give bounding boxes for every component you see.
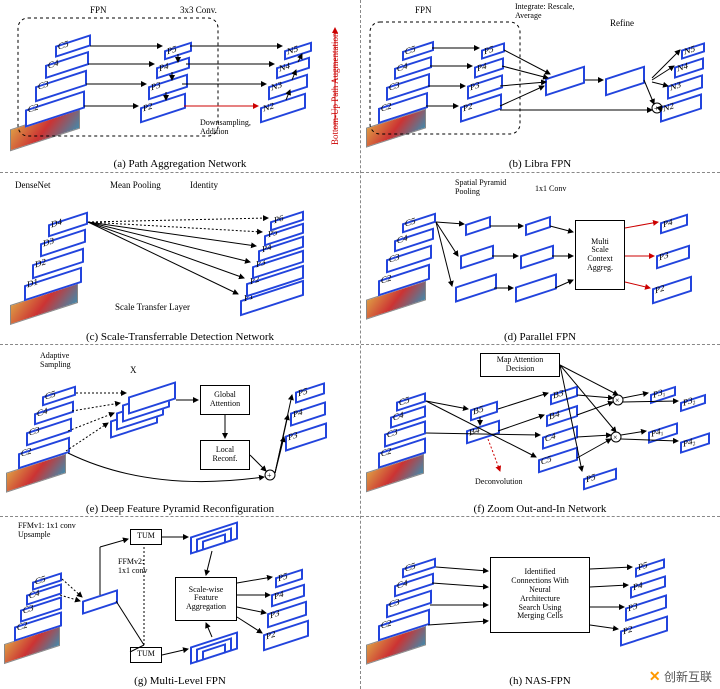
caption-c: (c) Scale-Transferrable Detection Networ… — [0, 331, 360, 343]
svg-text:×: × — [613, 433, 618, 442]
caption-a: (a) Path Aggregation Network — [0, 158, 360, 170]
figure-grid: FPN 3x3 Conv. Downsampling, Addition Bot… — [0, 0, 720, 689]
panel-b: FPN Integrate: Rescale, Average Refine C… — [360, 0, 720, 172]
svg-text:+: + — [267, 471, 272, 480]
panel-d: Spatial Pyramid Pooling 1x1 Conv C2 C3 C… — [360, 172, 720, 344]
caption-g: (g) Multi-Level FPN — [0, 675, 360, 687]
svg-text:+: + — [654, 104, 659, 113]
svg-text:×: × — [615, 396, 620, 405]
panel-c: DenseNet Mean Pooling Identity Scale Tra… — [0, 172, 360, 344]
watermark-icon: ✕ — [649, 668, 661, 684]
caption-b: (b) Libra FPN — [360, 158, 720, 170]
arrows-a — [0, 0, 360, 172]
panel-h: C2 C3 C4 C5 Identified Connections With … — [360, 517, 720, 689]
caption-e: (e) Deep Feature Pyramid Reconfiguration — [0, 503, 360, 515]
caption-d: (d) Parallel FPN — [360, 331, 720, 343]
panel-g: FFMv1: 1x1 conv Upsample FFMv2: 1x1 conv… — [0, 517, 360, 689]
caption-f: (f) Zoom Out-and-In Network — [360, 503, 720, 515]
panel-f: Map Attention Decision Deconvolution C2 … — [360, 345, 720, 517]
panel-a: FPN 3x3 Conv. Downsampling, Addition Bot… — [0, 0, 360, 172]
watermark-text: 创新互联 — [664, 670, 712, 684]
panel-e: Adaptive Sampling X C2 C3 C4 C5 Global A… — [0, 345, 360, 517]
watermark: ✕ 创新互联 — [649, 668, 712, 685]
